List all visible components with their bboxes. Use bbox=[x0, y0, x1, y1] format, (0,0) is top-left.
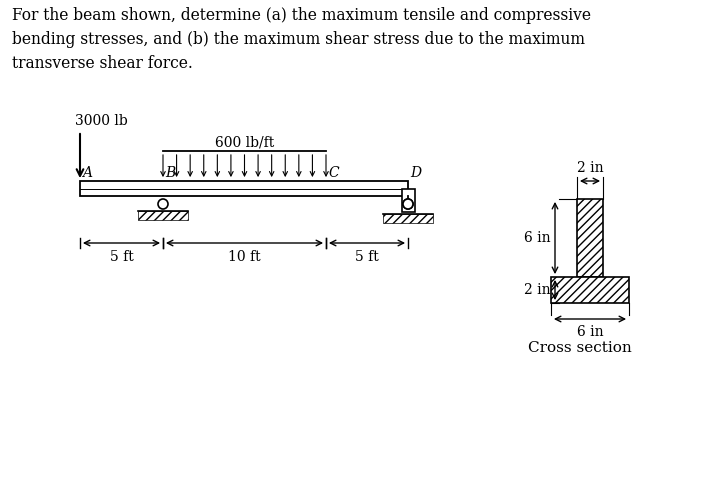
Text: 5 ft: 5 ft bbox=[355, 250, 379, 264]
Circle shape bbox=[403, 199, 413, 209]
Bar bbox=[402, 189, 414, 212]
Text: 10 ft: 10 ft bbox=[228, 250, 261, 264]
Text: 600 lb/ft: 600 lb/ft bbox=[215, 135, 274, 149]
Bar bbox=[551, 277, 629, 303]
Text: C: C bbox=[328, 166, 338, 180]
Text: A: A bbox=[82, 166, 92, 180]
Text: 3000 lb: 3000 lb bbox=[75, 114, 128, 128]
Text: 2 in: 2 in bbox=[524, 283, 551, 297]
Text: 5 ft: 5 ft bbox=[110, 250, 133, 264]
Text: 6 in: 6 in bbox=[524, 231, 551, 245]
Circle shape bbox=[403, 199, 413, 209]
Text: Cross section: Cross section bbox=[528, 341, 632, 355]
Text: For the beam shown, determine (a) the maximum tensile and compressive
bending st: For the beam shown, determine (a) the ma… bbox=[12, 7, 591, 72]
Circle shape bbox=[158, 199, 168, 209]
Bar bbox=[383, 214, 433, 223]
Text: D: D bbox=[410, 166, 421, 180]
Text: 2 in: 2 in bbox=[576, 161, 603, 175]
Bar bbox=[138, 211, 188, 220]
Bar bbox=[577, 199, 603, 277]
Text: 6 in: 6 in bbox=[576, 325, 603, 339]
Text: B: B bbox=[165, 166, 175, 180]
Bar bbox=[80, 181, 408, 196]
